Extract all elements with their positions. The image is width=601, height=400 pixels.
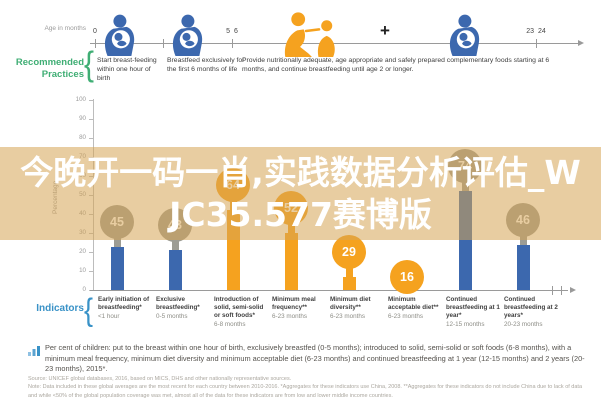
y-tick bbox=[89, 119, 93, 120]
indicator-title: Minimum meal frequency** bbox=[272, 296, 316, 312]
indicators-label: Indicators bbox=[36, 303, 84, 314]
y-tick bbox=[89, 100, 93, 101]
indicator-age-range: 6-8 months bbox=[214, 321, 246, 329]
recommended-practices-label: Recommended Practices bbox=[15, 57, 84, 80]
y-tick-label: 0 bbox=[82, 286, 86, 293]
note-line: Note: Data included in these global aver… bbox=[28, 384, 583, 399]
indicator-age-range: <1 hour bbox=[98, 313, 120, 321]
recommended-brace: { bbox=[84, 45, 95, 84]
banner-text-line2: JC35.577赛博版 bbox=[169, 194, 432, 234]
y-tick-label: 90 bbox=[79, 115, 86, 122]
age-axis-tick bbox=[536, 39, 537, 48]
breastfeeding-icon bbox=[449, 14, 480, 56]
banner-text-line1: 今晚开一码一肖,实践数据分析评估_W bbox=[20, 152, 581, 192]
indicator-age-range: 12-15 months bbox=[446, 321, 485, 329]
y-tick-label: 80 bbox=[79, 134, 86, 141]
lollipop-bar bbox=[110, 246, 124, 290]
age-axis-tick-label: 23 24 bbox=[526, 28, 546, 35]
recommended-practice-text: Start breast-feeding within one hour of … bbox=[97, 57, 157, 82]
y-tick-label: 10 bbox=[79, 267, 86, 274]
indicator-label: Continued breastfeeding at 2 years* 20-23… bbox=[504, 296, 560, 329]
bar-value: 16 bbox=[400, 269, 414, 284]
breastfeeding-icon bbox=[104, 14, 135, 56]
bar-value-circle: 29 bbox=[332, 234, 366, 269]
bar-value-circle: 16 bbox=[390, 259, 424, 294]
indicator-title: Continued breastfeeding at 2 years* bbox=[504, 296, 558, 320]
y-tick bbox=[89, 252, 93, 253]
age-axis-label: Age in months bbox=[44, 25, 86, 32]
age-axis-arrow-icon bbox=[578, 40, 584, 46]
y-tick bbox=[89, 138, 93, 139]
indicator-age-range: 20-23 months bbox=[504, 321, 543, 329]
indicator-title: Continued breastfeeding at 1 year* bbox=[446, 296, 500, 320]
indicator-title: Minimum acceptable diet** bbox=[388, 296, 439, 312]
complementary-feeding-icon bbox=[284, 12, 335, 57]
x-axis-tick bbox=[552, 286, 553, 295]
plus-sign: + bbox=[380, 21, 390, 40]
recommended-practice-text: Provide nutritionally adequate, age appr… bbox=[242, 57, 550, 73]
indicator-title: Minimum diet diversity** bbox=[330, 296, 371, 312]
indicator-title: Exclusive breastfeeding* bbox=[156, 296, 200, 312]
indicators-brace: { bbox=[84, 292, 94, 328]
breastfeeding-icon bbox=[172, 14, 203, 56]
watermark-banner: 今晚开一码一肖,实践数据分析评估_W JC35.577赛博版 bbox=[0, 147, 601, 240]
x-axis-line bbox=[90, 290, 568, 291]
indicator-label: Minimum meal frequency** 6-23 months bbox=[272, 296, 328, 321]
bar-chart-icon bbox=[28, 346, 40, 356]
lollipop-bar bbox=[342, 276, 356, 290]
indicator-label: Minimum acceptable diet** 6-23 months bbox=[388, 296, 444, 321]
source-line: Source: UNICEF global databases, 2016, b… bbox=[28, 376, 292, 382]
y-tick-label: 100 bbox=[75, 96, 86, 103]
age-axis-line bbox=[90, 43, 578, 44]
footnote-text: Per cent of children: put to the breast … bbox=[45, 343, 585, 374]
indicator-age-range: 0-5 months bbox=[156, 313, 188, 321]
lollipop-bar bbox=[284, 233, 298, 290]
indicator-label: Early initiation of breastfeeding* <1 hou… bbox=[98, 296, 154, 321]
x-axis-arrow-icon bbox=[570, 287, 576, 293]
y-tick bbox=[89, 271, 93, 272]
age-axis-tick bbox=[163, 39, 164, 48]
lollipop-bar bbox=[168, 250, 182, 290]
indicator-label: Exclusive breastfeeding* 0-5 months bbox=[156, 296, 212, 321]
indicator-title: Early initiation of breastfeeding* bbox=[98, 296, 150, 312]
indicator-age-range: 6-23 months bbox=[330, 313, 366, 321]
age-axis-tick-label: 0 bbox=[93, 28, 97, 35]
bar-value: 29 bbox=[342, 244, 356, 259]
age-axis-tick-label: 5 6 bbox=[226, 28, 238, 35]
x-axis-tick bbox=[561, 286, 562, 295]
indicator-age-range: 6-23 months bbox=[272, 313, 308, 321]
age-axis-tick bbox=[95, 39, 96, 48]
indicator-label: Continued breastfeeding at 1 year* 12-15 … bbox=[446, 296, 502, 329]
y-tick-label: 20 bbox=[79, 248, 86, 255]
age-axis-tick bbox=[232, 39, 233, 48]
indicator-label: Introduction of solid, semi-solid or sof… bbox=[214, 296, 270, 329]
lollipop-bar bbox=[516, 244, 530, 290]
source-note: Source: UNICEF global databases, 2016, b… bbox=[28, 375, 585, 400]
indicator-age-range: 6-23 months bbox=[388, 313, 424, 321]
recommended-practice-text: Breastfeed exclusively for the first 6 m… bbox=[167, 57, 245, 73]
indicator-label: Minimum diet diversity** 6-23 months bbox=[330, 296, 386, 321]
indicator-title: Introduction of solid, semi-solid or sof… bbox=[214, 296, 264, 320]
